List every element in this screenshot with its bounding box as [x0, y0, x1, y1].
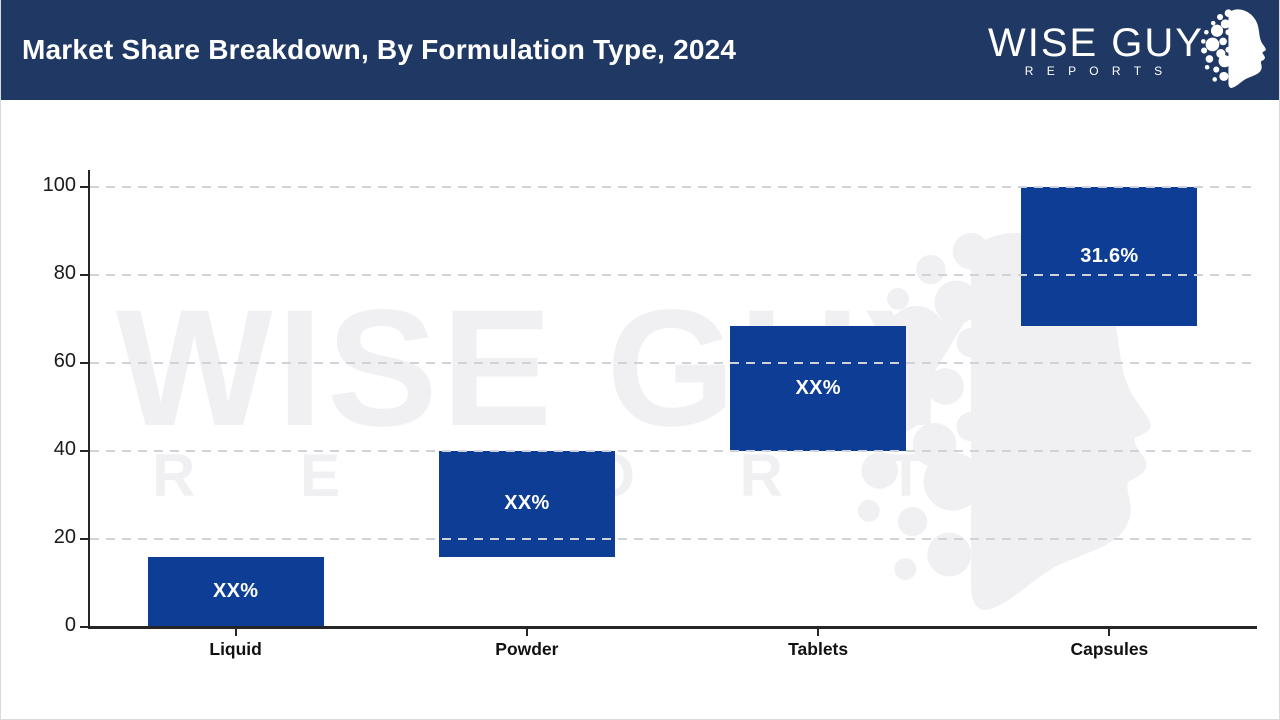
gridline-100: [90, 186, 1255, 188]
y-axis-tick-label: 60: [53, 350, 76, 372]
bar-capsules: 31.6%: [1021, 187, 1198, 327]
x-tick-mark: [234, 629, 237, 636]
bar-value-label: 31.6%: [1080, 245, 1139, 268]
x-axis-line: [88, 626, 1257, 629]
logo-reports-text: R E P O R T S: [1024, 64, 1168, 78]
y-axis-tick-label: 0: [64, 614, 76, 636]
gridline-80: [90, 274, 1255, 276]
y-tick-mark: [80, 450, 89, 452]
y-tick-mark: [80, 362, 89, 364]
y-tick-mark: [80, 186, 89, 188]
x-axis-category-label: Tablets: [788, 639, 849, 659]
bar-liquid: XX%: [147, 556, 324, 627]
gridline-20: [90, 538, 1255, 540]
x-tick-mark: [525, 629, 528, 636]
logo-dotted-face-icon: [1201, 9, 1266, 88]
header: Market Share Breakdown, By Formulation T…: [0, 0, 1280, 100]
y-axis-tick-label: 40: [53, 438, 76, 460]
bar-powder: XX%: [438, 451, 615, 557]
x-axis-category-label: Powder: [495, 639, 559, 659]
x-axis-category-label: Capsules: [1070, 639, 1149, 659]
y-axis-tick-label: 100: [42, 174, 76, 196]
x-tick-mark: [1108, 629, 1111, 636]
y-axis-tick-label: 80: [53, 262, 76, 284]
y-tick-mark: [80, 626, 89, 628]
y-tick-mark: [80, 538, 89, 540]
y-axis-line: [88, 170, 90, 629]
bar-tablets: XX%: [730, 326, 907, 451]
wise-guy-reports-logo: WISE GUY R E P O R T S: [988, 7, 1268, 91]
y-axis-tick-label: 20: [53, 526, 76, 548]
gridline-40: [90, 450, 1255, 452]
bar-value-label: XX%: [212, 580, 259, 603]
x-tick-mark: [817, 629, 820, 636]
bar-value-label: XX%: [504, 492, 550, 515]
logo-wiseguy-text: WISE GUY: [987, 21, 1204, 65]
gridline-60: [90, 362, 1255, 364]
x-axis-category-label: Liquid: [209, 639, 262, 659]
y-tick-mark: [80, 274, 89, 276]
page-title: Market Share Breakdown, By Formulation T…: [22, 34, 737, 65]
bar-value-label: XX%: [795, 377, 841, 399]
